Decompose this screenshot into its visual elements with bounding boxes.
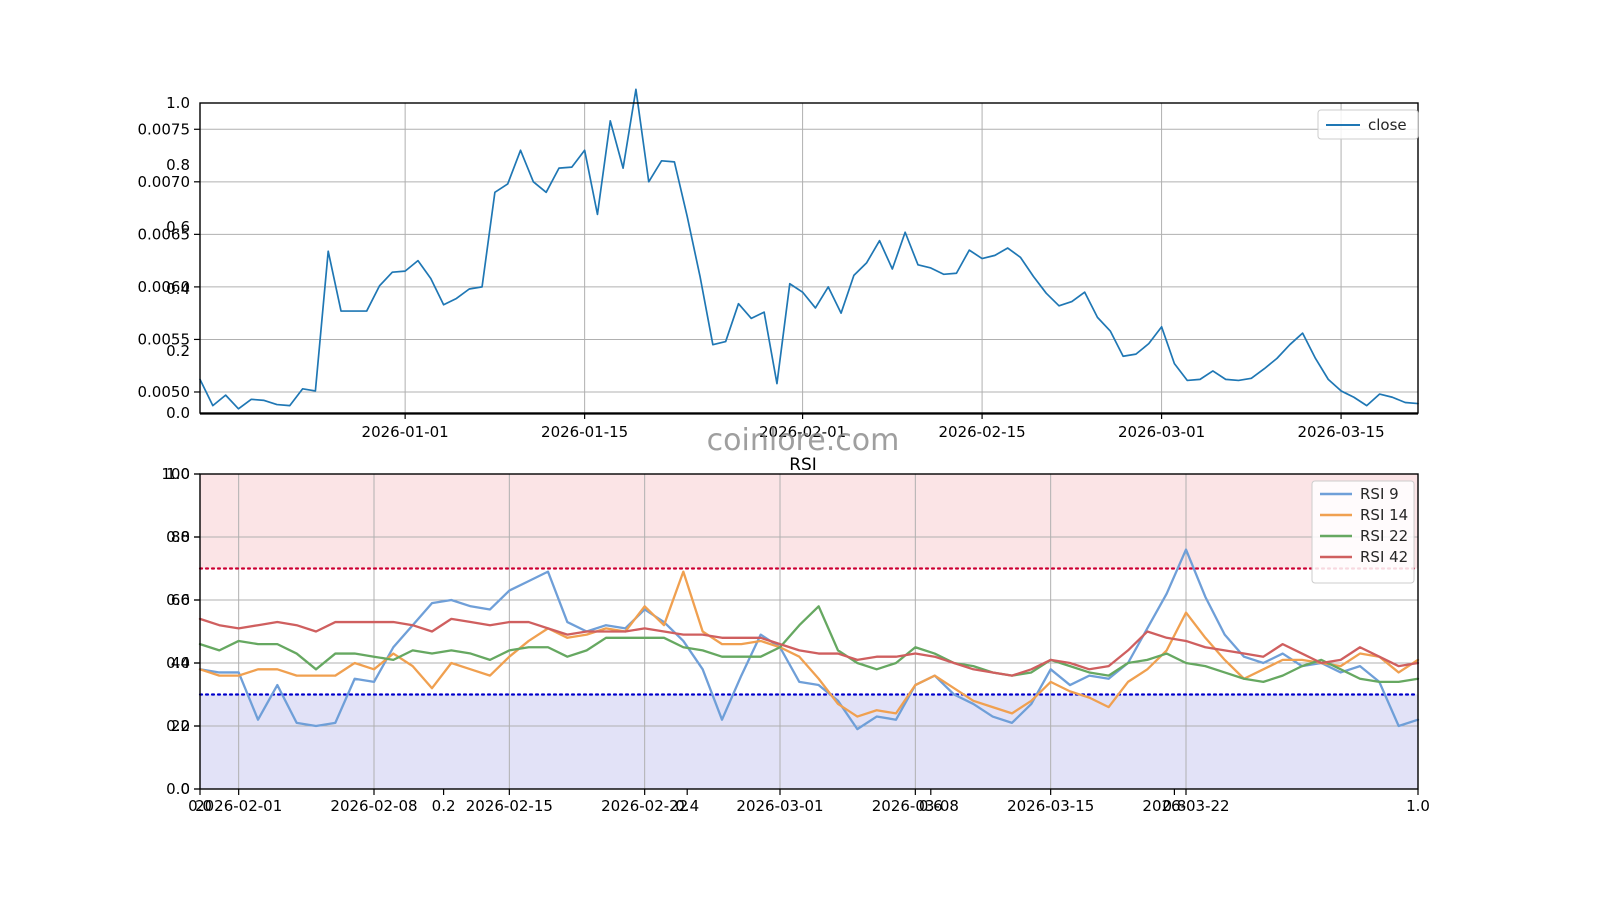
price-series-close [199,88,1419,410]
price-y-overlay-label: 0.0 [166,404,190,422]
rsi-x-tick-label: 2026-02-15 [466,797,553,815]
rsi-legend: RSI 9 RSI 14 RSI 22 RSI 42 [1311,480,1415,584]
rsi-y-tick-label: 20 [171,717,190,735]
price-x-tick-label: 2026-01-01 [362,423,449,441]
rsi-x-tick-label: 2026-02-22 [601,797,688,815]
rsi-y-tick-label: 0 [180,780,190,798]
rsi-x-tick-label: 2026-02-01 [195,797,282,815]
price-legend-label-close: close [1368,116,1407,134]
price-y-tick-label: 0.0060 [138,278,191,296]
price-legend-box [1317,109,1419,140]
rsi-y-overlay-label: 0.2 [166,717,190,735]
price-x-tick-label: 2026-03-15 [1297,423,1384,441]
price-panel: 0.0050 0.0055 0.0060 0.0065 0.0070 0.0075 0.0 0… [138,88,1419,441]
rsi-x-overlay-label: 1.0 [1406,797,1430,815]
rsi-band-oversold [200,694,1418,789]
rsi-y-tick-label: 100 [161,465,190,483]
rsi-x-overlay-label: 0.2 [432,797,456,815]
rsi-series-rsi-9 [198,548,1420,731]
rsi-series-rsi-22 [198,605,1420,684]
rsi-x-tick-label: 2026-02-08 [330,797,417,815]
rsi-x-overlay-label: 0.4 [675,797,699,815]
price-x-tick-label: 2026-01-15 [541,423,628,441]
rsi-legend-label-rsi-42: RSI 42 [1360,548,1408,566]
price-y-overlay-label: 0.6 [166,218,190,236]
rsi-y-overlay-label: 1.0 [166,465,190,483]
rsi-legend-label-rsi-22: RSI 22 [1360,527,1408,545]
price-y-tick-label: 0.0070 [138,173,191,191]
rsi-panel-title: RSI [789,455,817,475]
rsi-x-tick-label: 2026-03-22 [1142,797,1229,815]
rsi-legend-label-rsi-9: RSI 9 [1360,485,1399,503]
rsi-legend-label-rsi-14: RSI 14 [1360,506,1408,524]
watermark-text: coinlore.com [707,423,900,458]
rsi-series-rsi-42 [198,617,1420,677]
rsi-x-overlay-label: 0.8 [1162,797,1186,815]
rsi-y-overlay-label: 0.4 [166,654,190,672]
rsi-y-tick-label: 80 [171,528,190,546]
rsi-y-tick-label: 60 [171,591,190,609]
rsi-x-tick-label: 2026-03-15 [1007,797,1094,815]
price-x-tick-label: 2026-02-01 [759,423,846,441]
price-x-tick-label: 2026-02-15 [938,423,1025,441]
rsi-y-tick-label: 40 [171,654,190,672]
rsi-panel: 0 20 40 60 80 100 0.0 0.2 0.4 0.6 0.8 1.0 2026-02-01… [161,465,1430,815]
rsi-plot-border [199,473,1419,790]
price-y-tick-label: 0.0050 [138,383,191,401]
rsi-y-overlay-label: 0.0 [166,780,190,798]
price-plot-border [199,102,1419,414]
price-y-overlay-label: 0.2 [166,342,190,360]
rsi-x-overlay-label: 0.0 [188,797,212,815]
price-y-tick-label: 0.0075 [138,120,191,138]
price-y-tick-label: 0.0065 [138,225,191,243]
price-y-overlay-label: 0.4 [166,280,190,298]
price-y-tick-label: 0.0055 [138,330,191,348]
rsi-band-overbought [200,474,1418,569]
rsi-x-tick-label: 2026-03-08 [872,797,959,815]
rsi-y-overlay-label: 0.6 [166,591,190,609]
rsi-x-tick-label: 2026-03-01 [736,797,823,815]
price-y-overlay-label: 1.0 [166,94,190,112]
rsi-y-overlay-label: 0.8 [166,528,190,546]
price-x-tick-label: 2026-03-01 [1118,423,1205,441]
price-legend: close [1317,109,1419,140]
price-y-overlay-label: 0.8 [166,156,190,174]
rsi-x-overlay-label: 0.6 [919,797,943,815]
